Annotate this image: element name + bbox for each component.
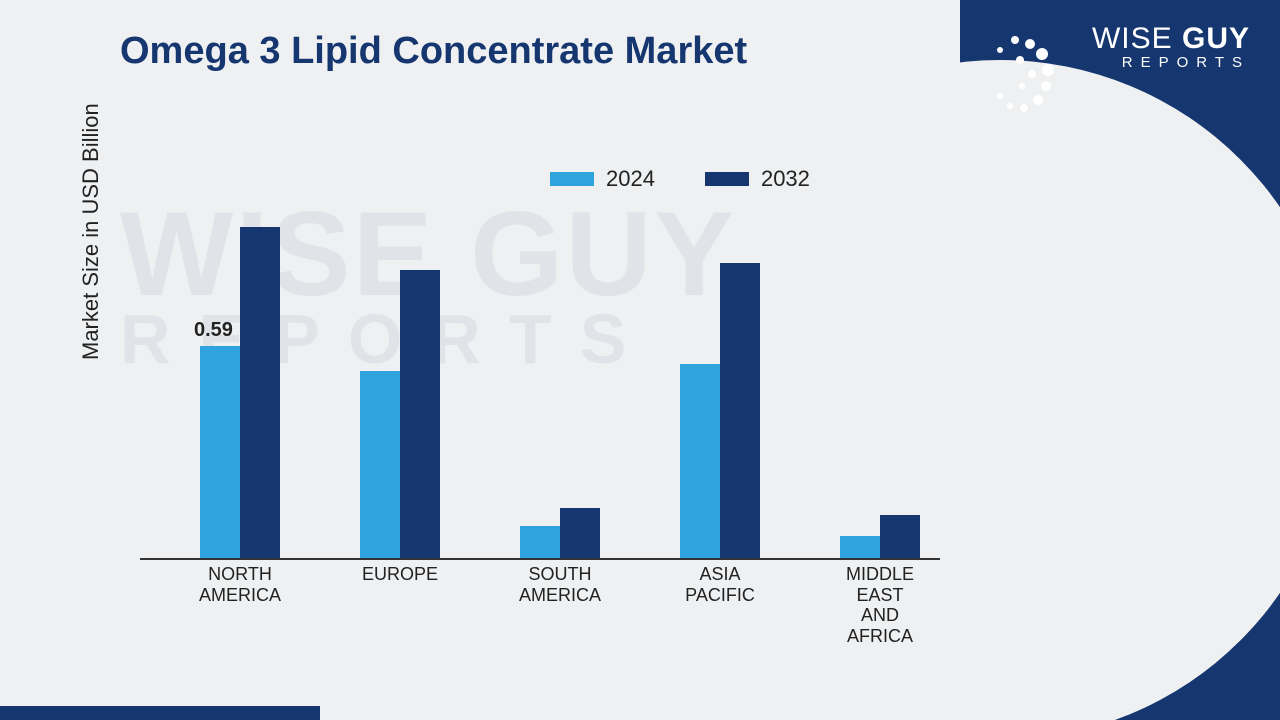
bar: [520, 526, 560, 558]
bar: [200, 346, 240, 558]
bar: [360, 371, 400, 558]
category-label: NORTHAMERICA: [180, 564, 300, 605]
bar: [880, 515, 920, 558]
brand-line1b: GUY: [1182, 22, 1250, 55]
legend-swatch: [705, 172, 749, 186]
legend-item: 2032: [705, 166, 810, 192]
bar: [840, 536, 880, 558]
bar: [240, 227, 280, 558]
y-axis-label: Market Size in USD Billion: [78, 103, 104, 360]
legend-item: 2024: [550, 166, 655, 192]
legend-label: 2032: [761, 166, 810, 192]
category-label: MIDDLEEASTANDAFRICA: [820, 564, 940, 647]
chart-title: Omega 3 Lipid Concentrate Market: [120, 30, 747, 73]
bar: [720, 263, 760, 558]
bottom-accent-bar: [0, 706, 320, 720]
bar-chart: Market Size in USD Billion 20242032 0.59…: [100, 160, 940, 600]
plot-area: 0.59: [140, 200, 940, 560]
category-label: SOUTHAMERICA: [500, 564, 620, 605]
stage: Omega 3 Lipid Concentrate Market WISE GU…: [0, 0, 1280, 720]
chart-legend: 2024 2032: [550, 166, 810, 192]
brand-head-icon: [970, 30, 1060, 120]
brand-logo: WISE GUY REPORTS: [1092, 22, 1250, 71]
legend-label: 2024: [606, 166, 655, 192]
brand-line1a: WISE: [1092, 22, 1173, 55]
category-label: EUROPE: [340, 564, 460, 585]
legend-swatch: [550, 172, 594, 186]
bar: [560, 508, 600, 558]
bar-value-label: 0.59: [194, 319, 233, 342]
bar: [400, 270, 440, 558]
brand-line2: REPORTS: [1092, 54, 1250, 71]
bar: [680, 364, 720, 558]
category-label: ASIAPACIFIC: [660, 564, 780, 605]
